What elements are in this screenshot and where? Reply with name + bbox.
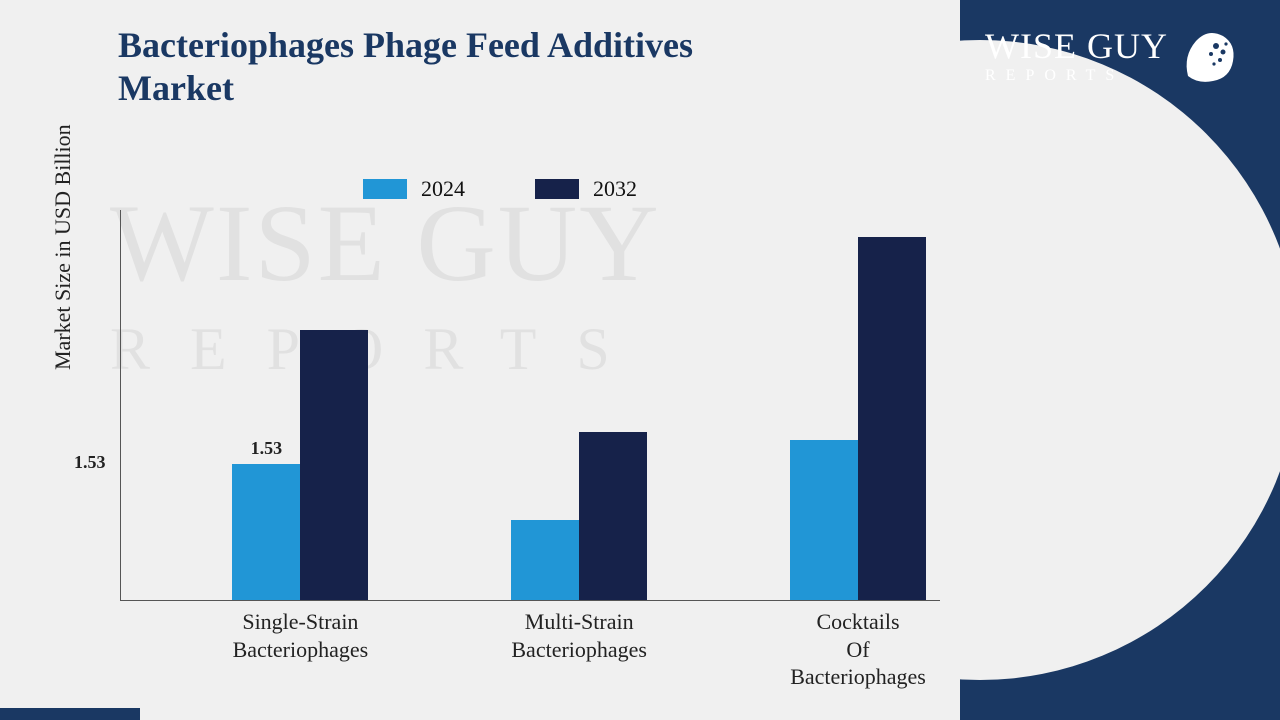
- legend-swatch-2032: [535, 179, 579, 199]
- x-axis: [120, 600, 940, 601]
- brand-logo: WISE GUY REPORTS: [985, 26, 1250, 86]
- bar-0-2024-label: 1.53: [251, 438, 283, 459]
- chart-area: Market Size in USD Billion 2024 2032 1.5…: [60, 140, 940, 700]
- brand-head-icon: [1178, 26, 1238, 86]
- legend-item-2032: 2032: [535, 176, 637, 202]
- legend: 2024 2032: [60, 176, 940, 202]
- bar-2-2024: [790, 440, 858, 600]
- chart-title: Bacteriophages Phage Feed Additives Mark…: [118, 24, 738, 110]
- brand-line1: WISE GUY: [985, 28, 1168, 64]
- bar-2-2032: [858, 237, 926, 600]
- bar-1-2032: [579, 432, 647, 600]
- legend-swatch-2024: [363, 179, 407, 199]
- legend-label-2032: 2032: [593, 176, 637, 202]
- legend-item-2024: 2024: [363, 176, 465, 202]
- legend-label-2024: 2024: [421, 176, 465, 202]
- brand-line2: REPORTS: [985, 68, 1168, 84]
- chart-canvas: WISE GUY REPORTS Bacteriophages Phage Fe…: [0, 0, 1280, 720]
- bar-group-0: 1.53: [215, 330, 385, 600]
- y-tick-value: 1.53: [74, 452, 106, 473]
- bar-0-2024: 1.53: [232, 464, 300, 600]
- bar-1-2024: [511, 520, 579, 600]
- y-axis-label: Market Size in USD Billion: [50, 124, 76, 370]
- brand-panel: [960, 0, 1280, 720]
- category-label-1: Multi-Strain Bacteriophages: [469, 608, 689, 663]
- plot-area: 1.53: [120, 210, 940, 600]
- category-label-2: Cocktails Of Bacteriophages: [748, 608, 968, 691]
- accent-bar: [0, 708, 140, 720]
- category-label-0: Single-Strain Bacteriophages: [190, 608, 410, 663]
- bar-group-2: [773, 237, 943, 600]
- bar-group-1: [494, 432, 664, 600]
- bar-0-2032: [300, 330, 368, 600]
